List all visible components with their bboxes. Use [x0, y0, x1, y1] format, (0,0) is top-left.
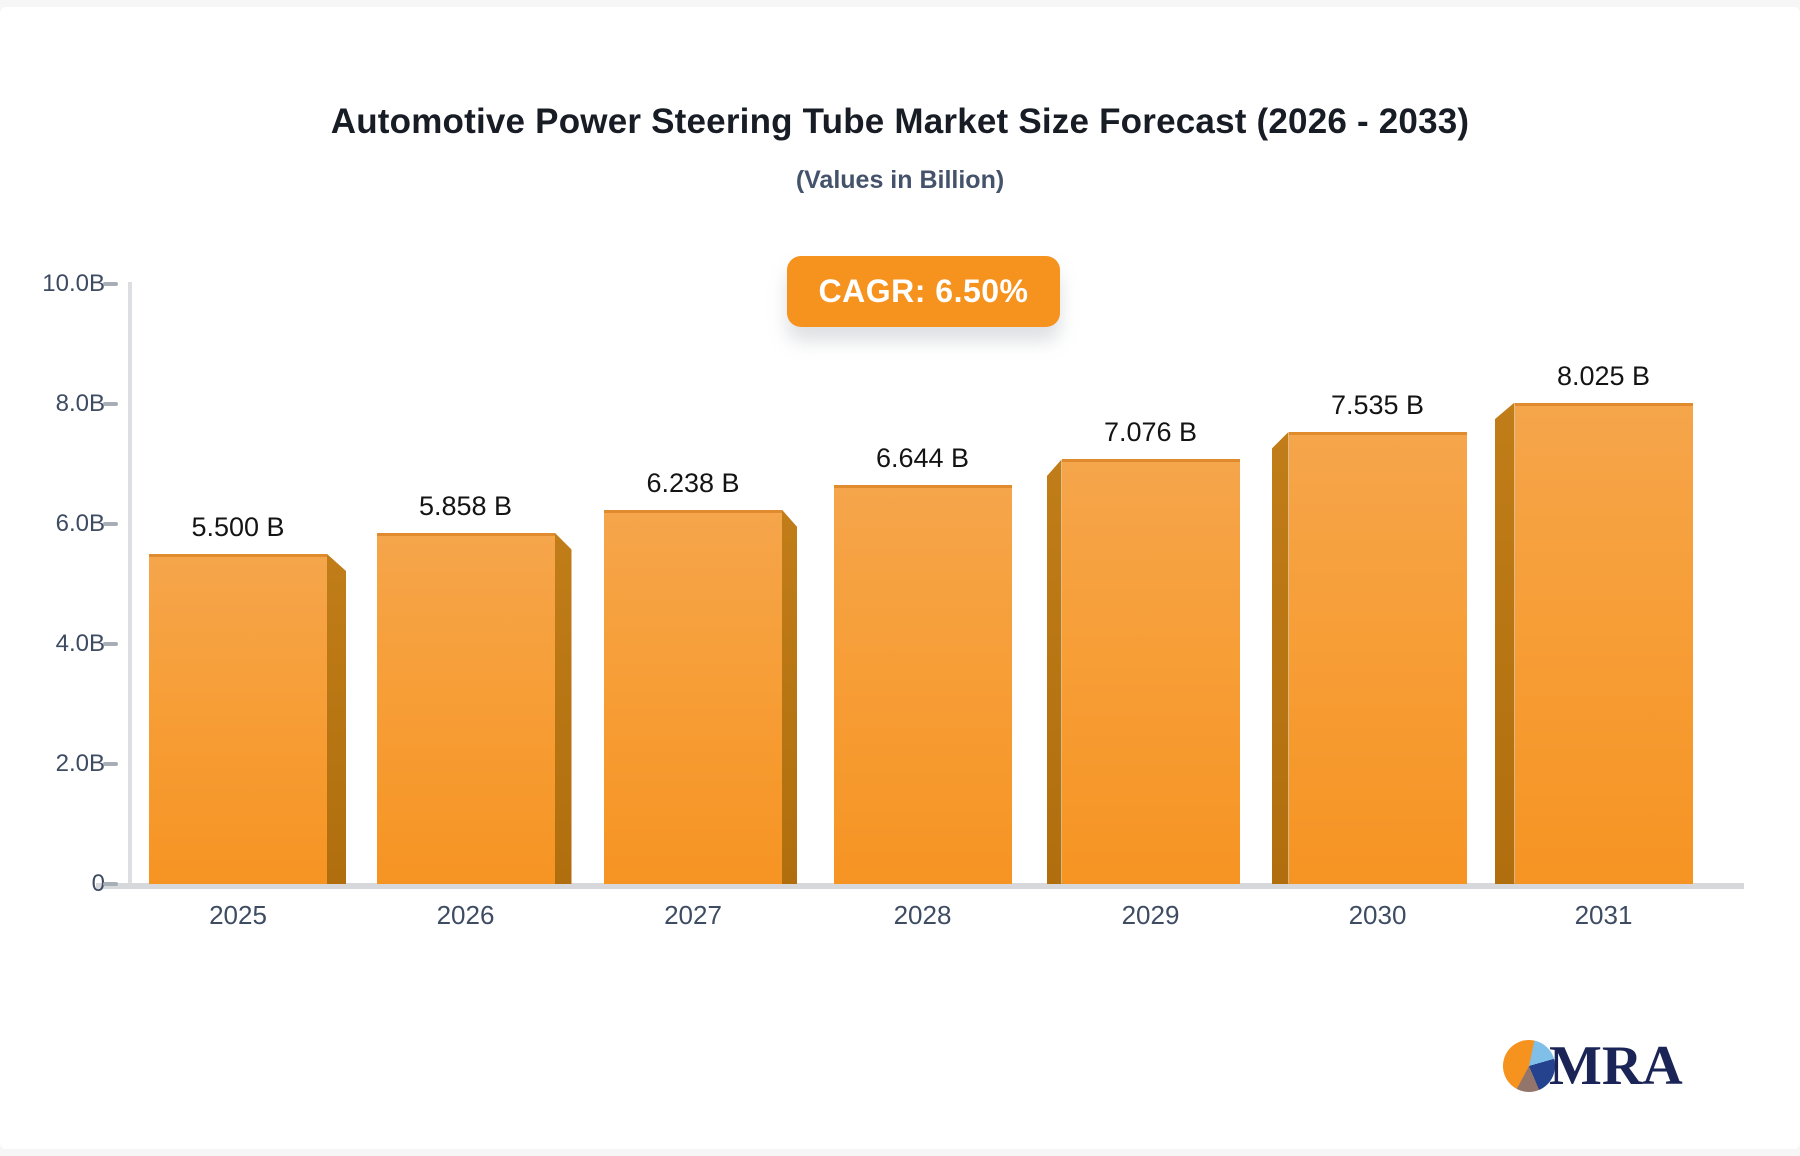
y-tick-mark: [103, 882, 118, 886]
y-tick-mark: [103, 642, 118, 646]
bar-value-label: 8.025 B: [1556, 360, 1651, 391]
bar-3d-side: [782, 509, 797, 884]
bar-2027: [604, 509, 782, 884]
bar-3d-side: [1494, 402, 1515, 884]
bar-value-label: 5.500 B: [191, 512, 285, 542]
cagr-badge: CAGR: 6.50%: [787, 256, 1060, 327]
pie-chart-icon: [1503, 1040, 1555, 1092]
chart-subtitle: (Values in Billion): [795, 166, 1005, 194]
mra-logo: MRA: [1503, 1035, 1683, 1097]
y-tick-label: 6.0B: [55, 510, 105, 537]
bar-2028: [833, 485, 1012, 884]
y-tick-mark: [103, 762, 118, 766]
bar-2026: [376, 532, 555, 884]
bar-value-label: 7.076 B: [1103, 417, 1198, 448]
y-tick-label: 2.0B: [55, 750, 105, 777]
cagr-badge-label: CAGR: 6.50%: [818, 273, 1029, 309]
x-axis-label-2025: 2025: [209, 900, 267, 930]
x-axis-label-2030: 2030: [1348, 900, 1407, 930]
y-tick-label: 10.0B: [42, 270, 105, 297]
bar-3d-side: [1046, 459, 1062, 884]
bar-2031: [1514, 402, 1693, 884]
logo-text: MRA: [1549, 1035, 1683, 1097]
y-tick-mark: [103, 402, 118, 406]
y-tick-label: 8.0B: [55, 390, 105, 417]
bar-value-label: 7.535 B: [1330, 389, 1425, 420]
y-tick-mark: [103, 282, 118, 286]
bar-3d-side: [554, 532, 572, 884]
bar-value-label: 6.238 B: [646, 467, 740, 498]
bar-2030: [1288, 431, 1467, 884]
bar-2029: [1061, 459, 1240, 884]
bar-3d-side: [327, 554, 346, 884]
bar-value-label: 6.644 B: [875, 443, 970, 474]
x-axis-label-2027: 2027: [664, 900, 722, 930]
x-axis-label-2031: 2031: [1574, 900, 1633, 930]
y-tick-label: 0: [91, 870, 105, 897]
x-axis-label-2029: 2029: [1121, 900, 1180, 930]
x-axis-baseline: [96, 883, 1744, 889]
x-axis-label-2028: 2028: [893, 900, 952, 930]
chart-title: Automotive Power Steering Tube Market Si…: [330, 102, 1470, 141]
bar-value-label: 5.858 B: [418, 490, 513, 521]
y-tick-mark: [103, 522, 118, 526]
y-tick-label: 4.0B: [55, 630, 105, 657]
x-axis-label-2026: 2026: [436, 900, 495, 930]
bar-3d-side: [1271, 431, 1289, 884]
bar-2025: [149, 554, 327, 884]
y-axis-line: [128, 282, 132, 887]
